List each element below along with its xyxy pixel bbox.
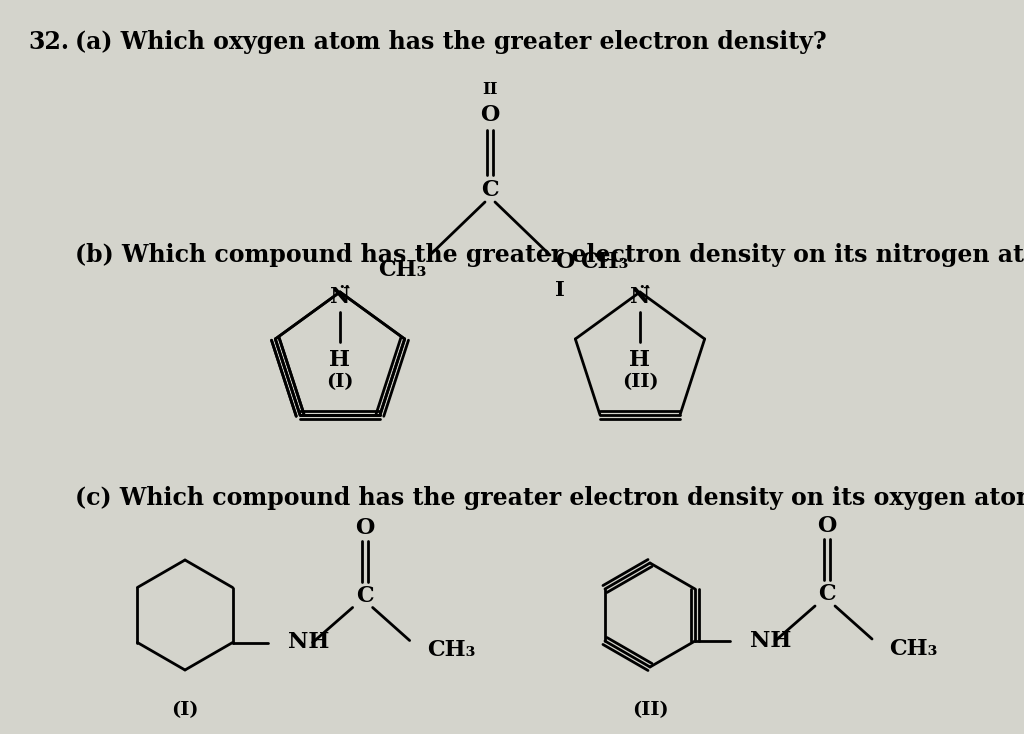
- Text: C: C: [481, 179, 499, 201]
- Text: (II): (II): [622, 373, 658, 391]
- Text: I: I: [555, 280, 565, 300]
- Text: NH: NH: [750, 630, 792, 652]
- Text: C: C: [818, 583, 836, 605]
- Text: N̈: N̈: [630, 286, 650, 308]
- Text: (II): (II): [632, 701, 669, 719]
- Text: O: O: [480, 104, 500, 126]
- Text: H: H: [630, 349, 650, 371]
- Text: II: II: [482, 81, 498, 98]
- Text: (I): (I): [171, 701, 199, 719]
- Text: CH₃: CH₃: [427, 639, 475, 661]
- Text: H: H: [330, 349, 350, 371]
- Text: NH: NH: [288, 631, 329, 653]
- Text: (I): (I): [327, 373, 353, 391]
- Text: (c) Which compound has the greater electron density on its oxygen atom?: (c) Which compound has the greater elect…: [75, 486, 1024, 510]
- Text: (a) Which oxygen atom has the greater electron density?: (a) Which oxygen atom has the greater el…: [75, 30, 826, 54]
- Text: CH₃: CH₃: [580, 251, 629, 273]
- Text: 32.: 32.: [28, 30, 69, 54]
- Text: C: C: [355, 584, 374, 606]
- Text: (b) Which compound has the greater electron density on its nitrogen atom?: (b) Which compound has the greater elect…: [75, 243, 1024, 267]
- Text: O: O: [555, 251, 574, 273]
- Text: O: O: [355, 517, 375, 539]
- Text: O: O: [817, 515, 837, 537]
- Text: CH₃: CH₃: [889, 638, 937, 660]
- Text: CH₃: CH₃: [378, 259, 426, 281]
- Text: N̈: N̈: [330, 286, 350, 308]
